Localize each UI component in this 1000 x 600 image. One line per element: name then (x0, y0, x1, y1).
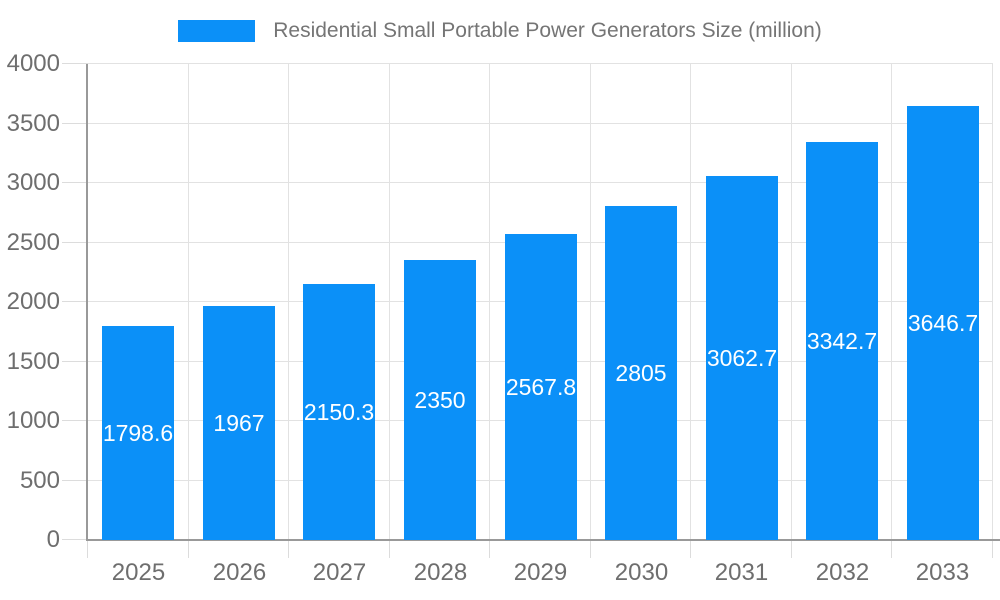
bar: 1798.6 (102, 325, 174, 540)
bar-value-label: 2805 (615, 360, 667, 387)
v-gridline (690, 64, 691, 540)
x-axis-tick (891, 540, 892, 558)
v-gridline (389, 64, 390, 540)
x-axis-tick (992, 540, 993, 558)
y-axis-label: 1000 (6, 407, 60, 434)
y-axis-tick (62, 63, 88, 64)
v-gridline (489, 64, 490, 540)
bar-value-label: 3342.7 (806, 328, 878, 355)
h-gridline (88, 182, 993, 183)
y-axis-label: 500 (19, 466, 60, 494)
v-gridline (188, 64, 189, 540)
bar: 1967 (203, 305, 275, 540)
bar-value-label: 3646.7 (907, 310, 979, 336)
bar: 2150.3 (303, 284, 375, 540)
bar-value-label: 2567.8 (505, 374, 577, 401)
v-gridline (590, 64, 591, 540)
x-axis-tick (288, 540, 289, 558)
bar: 3342.7 (806, 142, 878, 540)
y-axis-label: 3500 (6, 109, 60, 137)
y-axis-label: 0 (46, 526, 60, 553)
y-axis-tick (62, 360, 88, 362)
bar-value-label: 1798.6 (102, 419, 174, 446)
y-axis-tick (62, 301, 88, 302)
y-axis-label: 1500 (6, 347, 60, 375)
x-axis-tick (188, 540, 189, 558)
bar: 2805 (605, 206, 677, 540)
x-axis-line (86, 539, 1000, 541)
v-gridline (288, 64, 289, 540)
y-axis-tick (62, 539, 88, 540)
bar-value-label: 3062.7 (706, 344, 778, 371)
x-axis-label: 2032 (815, 559, 870, 586)
legend-swatch (178, 20, 256, 42)
y-axis-label: 4000 (6, 50, 60, 77)
x-axis-tick (389, 540, 390, 558)
x-axis-tick (791, 540, 792, 558)
y-axis-line (86, 64, 88, 540)
x-axis-label: 2026 (212, 559, 267, 586)
bar-value-label: 1967 (213, 409, 265, 436)
x-axis-label: 2028 (413, 559, 468, 586)
bar: 3062.7 (706, 175, 778, 540)
x-axis-tick (489, 540, 490, 558)
x-axis-label: 2027 (312, 559, 367, 586)
x-axis-label: 2033 (915, 559, 970, 586)
legend-label: Residential Small Portable Power Generat… (273, 19, 822, 42)
y-axis-tick (62, 122, 88, 124)
y-axis-label: 2500 (6, 228, 60, 256)
h-gridline (88, 122, 993, 124)
bar: 2350 (404, 260, 476, 540)
bar-value-label: 2350 (414, 387, 466, 414)
x-axis-label: 2031 (714, 559, 769, 586)
y-axis-tick (62, 420, 88, 421)
plot-area: 0 500 1000 1500 2000 2500 3000 3500 4000 1798.6 20… (7, 50, 1000, 586)
bar: 2567.8 (505, 234, 577, 540)
y-axis-tick (62, 479, 88, 481)
v-gridline (791, 64, 792, 540)
v-gridline (891, 64, 892, 540)
bar: 3646.7 (907, 106, 979, 540)
x-axis-label: 2029 (513, 559, 568, 586)
y-axis-label: 2000 (6, 288, 60, 315)
h-gridline (88, 63, 993, 64)
y-axis-label: 3000 (6, 169, 60, 196)
y-axis-tick (62, 182, 88, 183)
x-axis-tick (87, 540, 88, 558)
x-axis-tick (690, 540, 691, 558)
x-axis-label: 2030 (614, 559, 669, 586)
v-gridline (992, 64, 993, 540)
bar-value-label: 2150.3 (303, 399, 375, 426)
legend[interactable]: Residential Small Portable Power Generat… (0, 18, 1000, 44)
x-axis-tick (590, 540, 591, 558)
x-axis-label: 2025 (111, 559, 166, 586)
y-axis-tick (62, 241, 88, 243)
